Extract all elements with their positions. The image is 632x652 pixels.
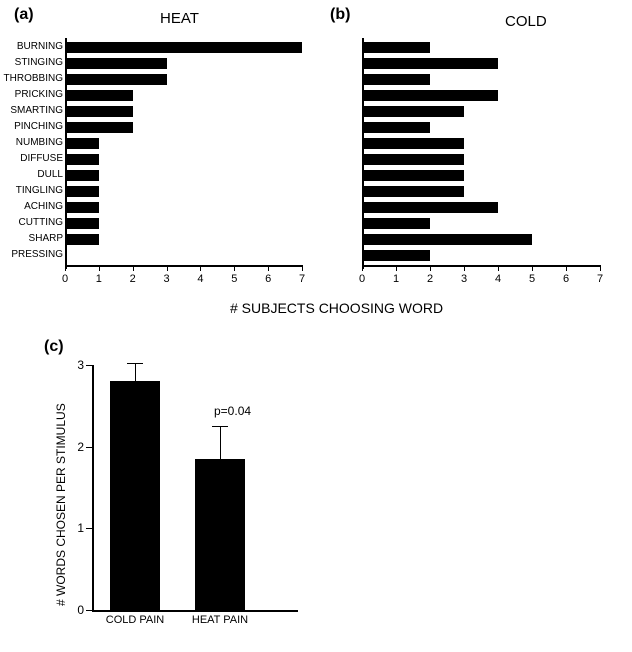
x-tick-label: 6: [563, 273, 569, 285]
y-tick: [86, 447, 92, 448]
y-tick: [86, 610, 92, 611]
x-tick: [430, 265, 431, 271]
error-bar: [220, 426, 221, 459]
x-tick-label: 4: [495, 273, 501, 285]
x-tick: [464, 265, 465, 271]
x-axis-line: [92, 610, 298, 612]
y-tick: [86, 528, 92, 529]
hbar-bar: [362, 186, 464, 197]
hbar-bar: [362, 42, 430, 53]
y-tick: [86, 365, 92, 366]
hbar-bar: [362, 202, 498, 213]
y-tick-label: 2: [70, 440, 84, 454]
x-tick-label: 1: [393, 273, 399, 285]
error-bar-cap: [127, 363, 143, 364]
x-tick-label: 5: [529, 273, 535, 285]
hbar-bar: [362, 122, 430, 133]
hbar-bar: [362, 170, 464, 181]
vbar-category-label: COLD PAIN: [95, 614, 175, 626]
x-tick: [600, 265, 601, 271]
y-axis-label: # WORDS CHOSEN PER STIMULUS: [54, 403, 68, 606]
y-tick-label: 3: [70, 358, 84, 372]
hbar-bar: [362, 106, 464, 117]
x-tick: [362, 265, 363, 271]
y-tick-label: 1: [70, 521, 84, 535]
x-tick: [498, 265, 499, 271]
hbar-bar: [362, 58, 498, 69]
y-tick-label: 0: [70, 603, 84, 617]
error-bar: [135, 363, 136, 381]
p-value-text: p=0.04: [214, 404, 251, 418]
x-tick-label: 2: [427, 273, 433, 285]
x-axis-line: [362, 265, 600, 267]
hbar-bar: [362, 234, 532, 245]
y-axis-line: [362, 38, 364, 269]
x-tick: [566, 265, 567, 271]
vbar-category-label: HEAT PAIN: [180, 614, 260, 626]
panel-c-chart: 0 1 2 3 COLD PAIN HEAT PAIN # WORDS CHOSEN PER…: [0, 0, 320, 650]
hbar-bar: [362, 250, 430, 261]
x-tick-label: 3: [461, 273, 467, 285]
hbar-bar: [362, 138, 464, 149]
y-axis-line: [92, 365, 94, 610]
hbar-bar: [362, 218, 430, 229]
x-tick: [396, 265, 397, 271]
vbar-bar: [110, 381, 160, 610]
x-tick-label: 7: [597, 273, 603, 285]
x-tick: [532, 265, 533, 271]
x-tick-label: 0: [359, 273, 365, 285]
error-bar-cap: [212, 426, 228, 427]
hbar-bar: [362, 74, 430, 85]
vbar-bar: [195, 459, 245, 610]
hbar-bar: [362, 90, 498, 101]
hbar-bar: [362, 154, 464, 165]
